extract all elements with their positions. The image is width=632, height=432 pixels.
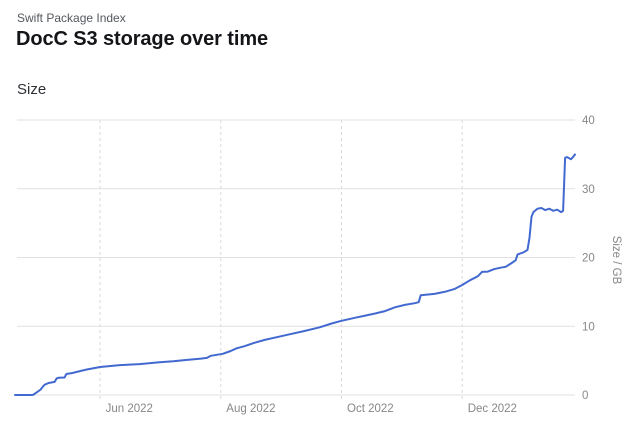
y-tick-label: 40 [582,115,595,127]
storage-series-line [14,153,576,396]
x-tick-label: Dec 2022 [468,403,517,415]
x-tick-label: Oct 2022 [347,403,394,415]
y-tick-label: 0 [582,390,588,402]
x-tick-label: Jun 2022 [106,403,153,415]
y-tick-label: 30 [582,184,595,196]
chart-title: Size [17,81,47,98]
page-title: DocC S3 storage over time [16,28,269,50]
y-tick-label: 10 [582,321,595,333]
y-axis-title: Size / GB [610,236,622,285]
x-tick-label: Aug 2022 [226,403,275,415]
y-tick-label: 20 [582,253,595,265]
site-name: Swift Package Index [17,11,126,25]
